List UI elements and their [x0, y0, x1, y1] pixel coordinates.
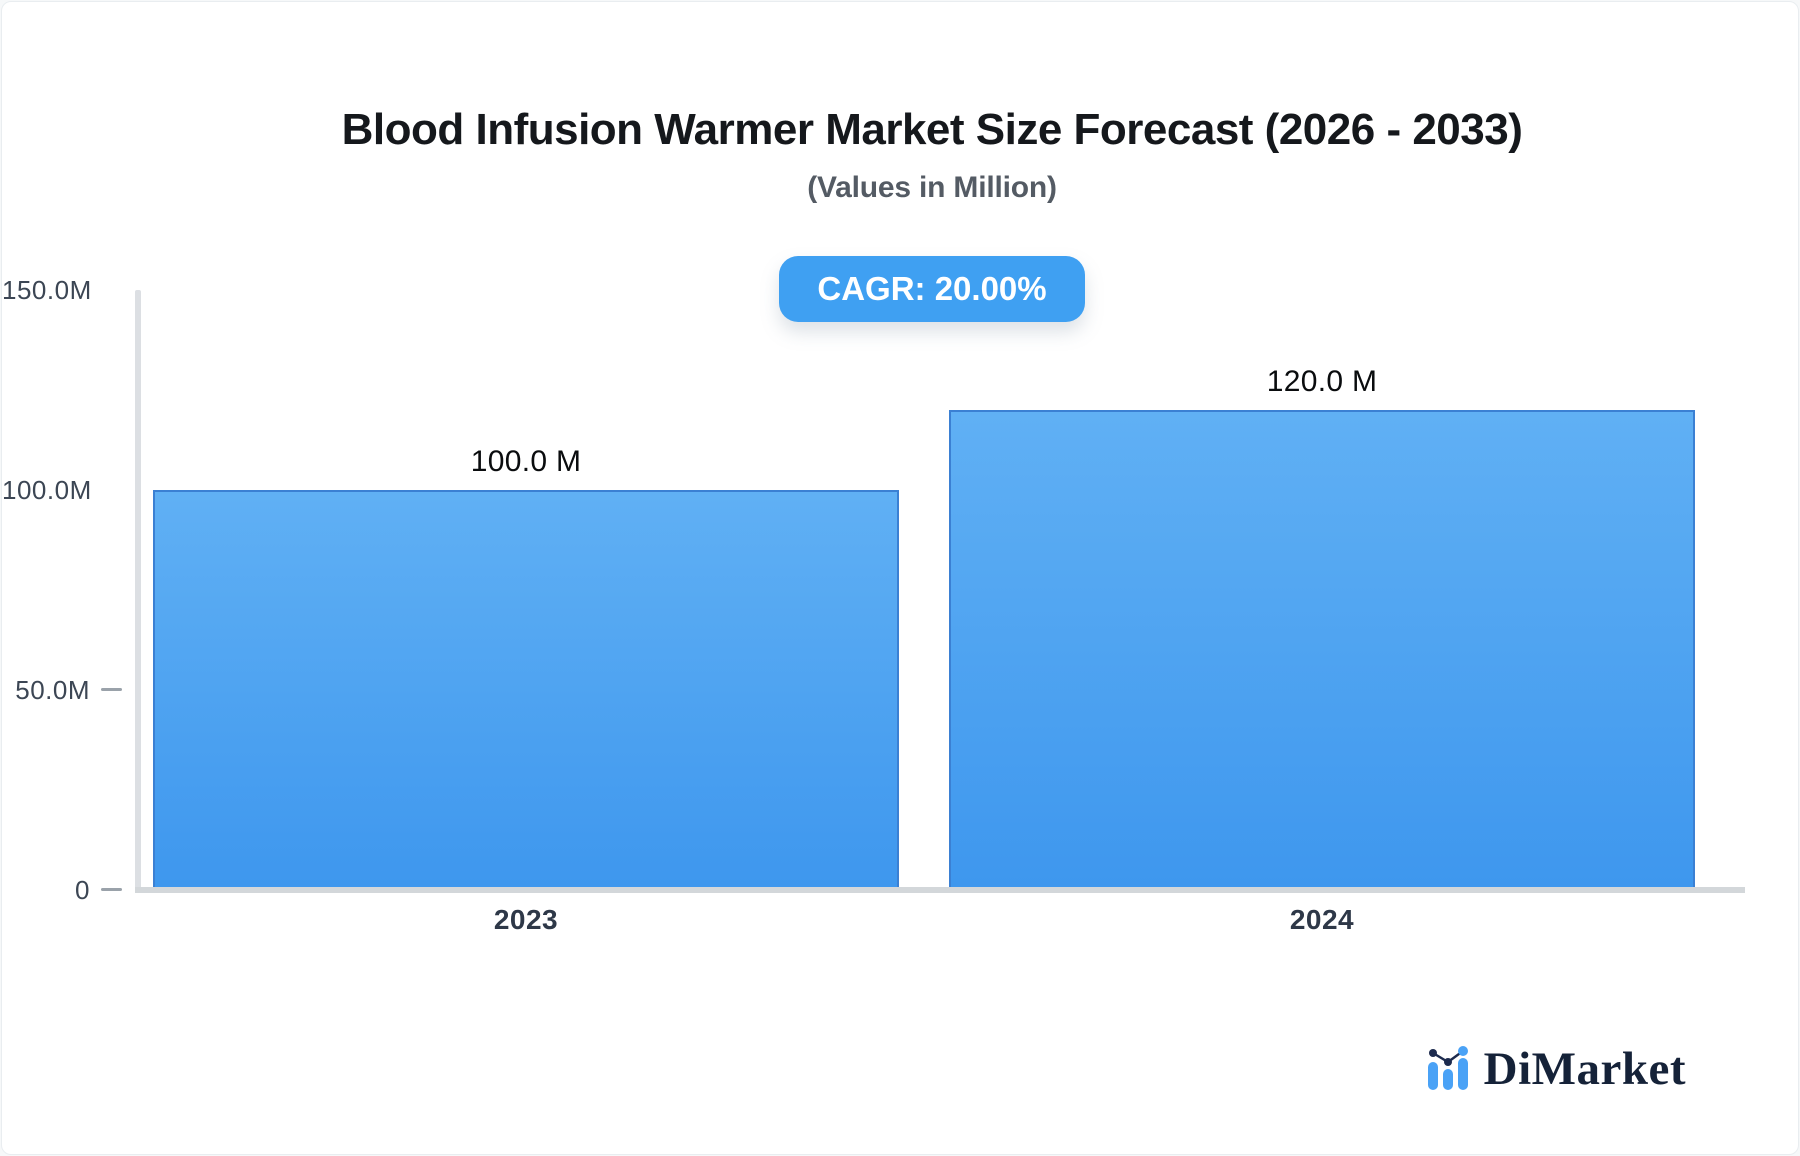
x-category-label-2023: 2023	[493, 904, 559, 935]
bar-2023[interactable]	[153, 490, 899, 887]
chart-header: Blood Infusion Warmer Market Size Foreca…	[62, 105, 1798, 322]
dimarket-logo-icon	[1427, 1046, 1468, 1090]
brand-name: DiMarket	[1483, 1043, 1686, 1095]
y-axis-line	[135, 290, 141, 893]
x-category-label-2024: 2024	[1289, 904, 1355, 935]
chart-subtitle: (Values in Million)	[807, 171, 1057, 204]
bar-value-label-2024: 120.0 M	[1266, 365, 1378, 398]
y-tick-dash	[101, 688, 122, 691]
y-tick-label-50.0M: 50.0M	[15, 675, 90, 705]
chart-title: Blood Infusion Warmer Market Size Foreca…	[341, 105, 1523, 154]
y-tick-label-0: 0	[75, 875, 90, 905]
bar-value-label-2023: 100.0 M	[470, 445, 582, 478]
bar-2024[interactable]	[949, 410, 1695, 887]
y-tick-dash	[101, 888, 122, 891]
cagr-badge: CAGR: 20.00%	[779, 256, 1085, 322]
y-tick-label-150.0M: 150.0M	[2, 275, 92, 305]
brand-footer: DiMarket	[1426, 1044, 1686, 1094]
y-tick-label-100.0M: 100.0M	[2, 475, 92, 505]
x-axis-line	[135, 887, 1745, 893]
